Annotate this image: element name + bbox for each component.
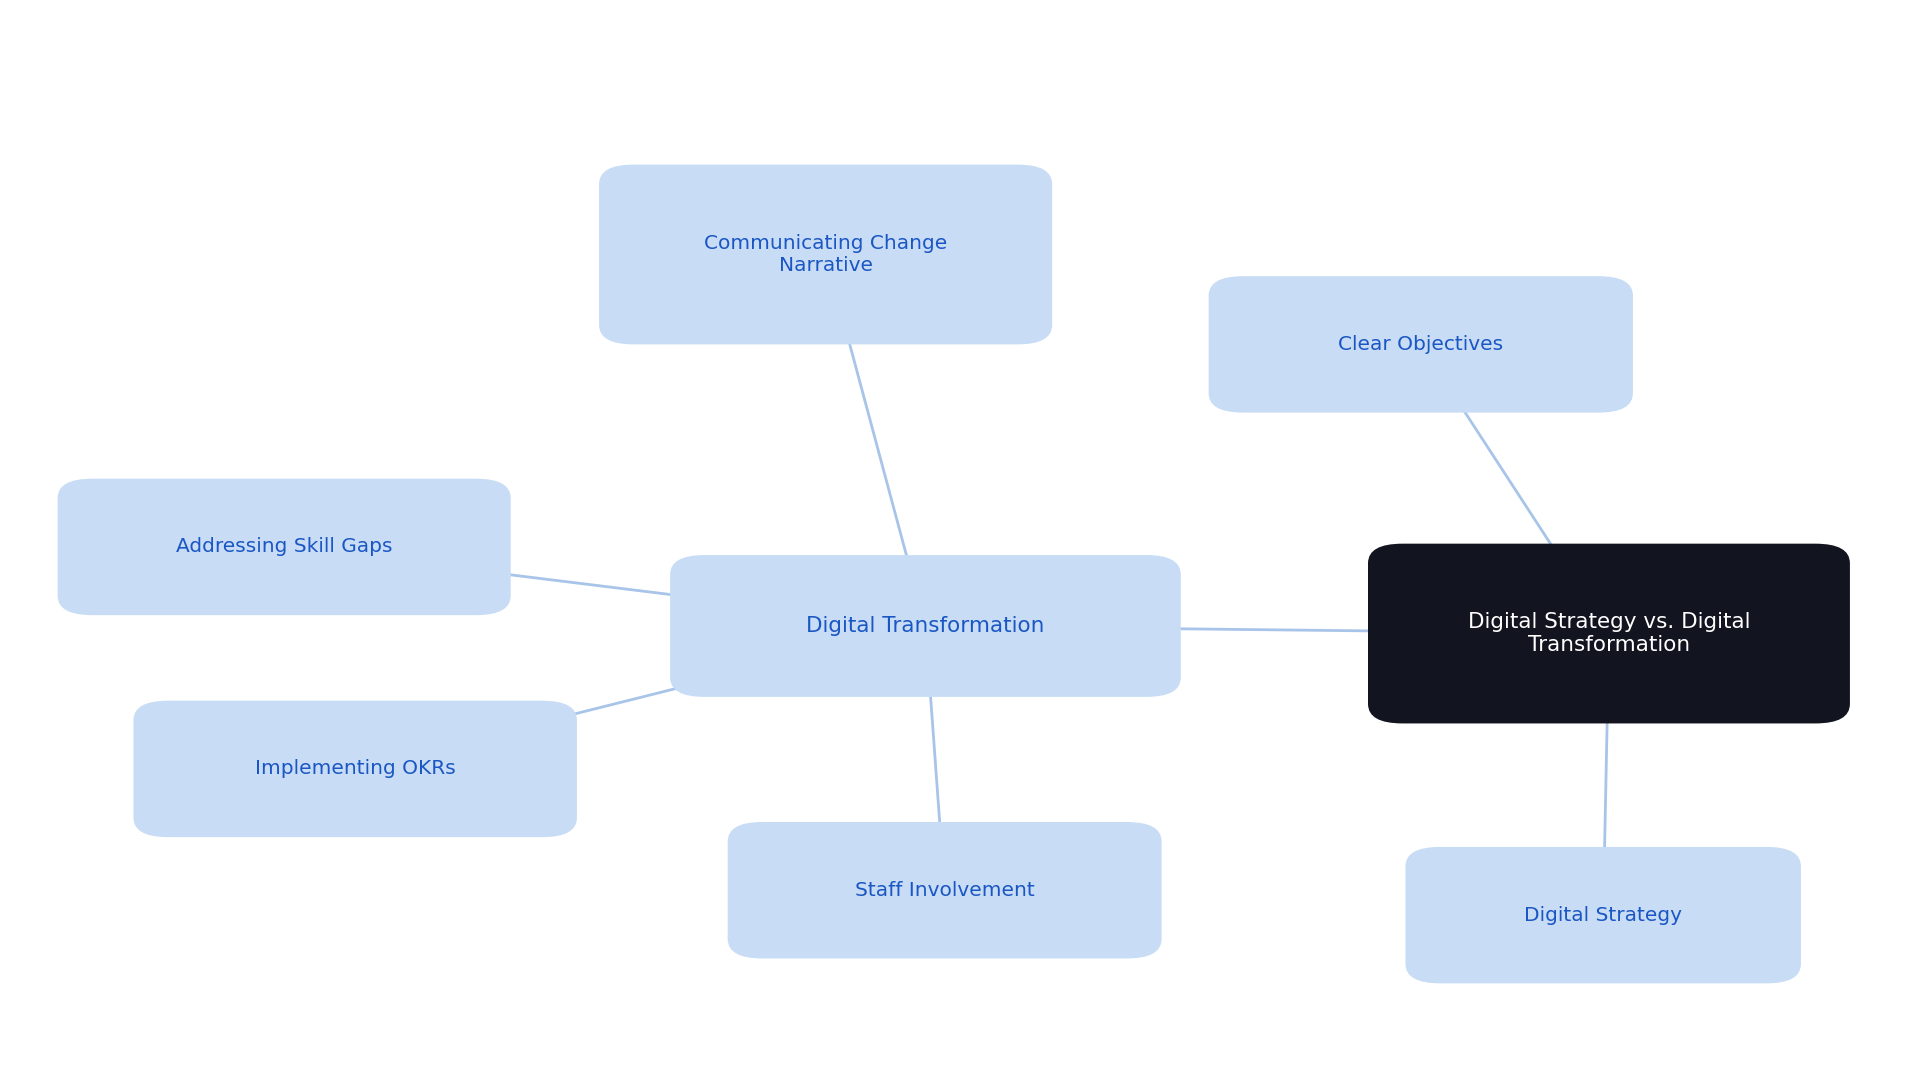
Text: Addressing Skill Gaps: Addressing Skill Gaps (177, 537, 392, 557)
Text: Implementing OKRs: Implementing OKRs (255, 759, 455, 779)
Text: Staff Involvement: Staff Involvement (854, 880, 1035, 900)
FancyBboxPatch shape (1367, 544, 1849, 723)
Text: Communicating Change
Narrative: Communicating Change Narrative (705, 234, 947, 275)
Text: Digital Transformation: Digital Transformation (806, 616, 1044, 636)
FancyBboxPatch shape (1210, 276, 1632, 413)
FancyBboxPatch shape (132, 701, 576, 837)
FancyBboxPatch shape (599, 165, 1052, 344)
FancyBboxPatch shape (1405, 847, 1801, 983)
Text: Digital Strategy: Digital Strategy (1524, 905, 1682, 925)
Text: Clear Objectives: Clear Objectives (1338, 335, 1503, 354)
FancyBboxPatch shape (58, 479, 511, 615)
Text: Digital Strategy vs. Digital
Transformation: Digital Strategy vs. Digital Transformat… (1467, 612, 1751, 655)
FancyBboxPatch shape (728, 822, 1162, 958)
FancyBboxPatch shape (670, 556, 1181, 697)
